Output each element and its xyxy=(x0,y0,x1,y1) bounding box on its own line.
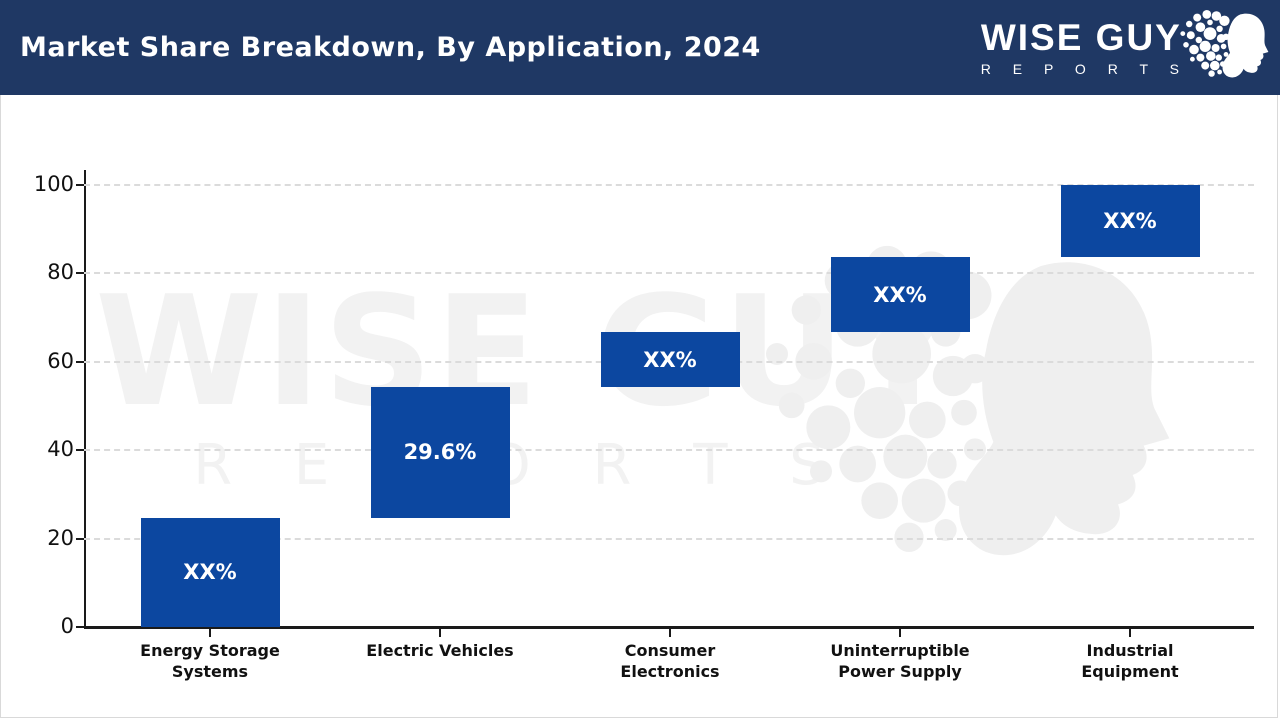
x-category-line: Electric Vehicles xyxy=(366,641,514,660)
gridline-80 xyxy=(84,272,1254,275)
bar-value-label: XX% xyxy=(873,282,927,307)
x-category-line: Consumer xyxy=(624,641,716,660)
x-category-line: Power Supply xyxy=(838,662,962,681)
x-tick-3 xyxy=(669,629,671,637)
x-category-line: Electronics xyxy=(620,662,720,681)
x-tick-2 xyxy=(439,629,441,637)
y-tick-label-0: 0 xyxy=(60,614,74,638)
x-category-label: Industrial Equipment xyxy=(1015,640,1245,682)
x-category-line: Equipment xyxy=(1081,662,1179,681)
y-tick-label-40: 40 xyxy=(47,437,74,462)
bar-3: XX% xyxy=(600,332,740,387)
y-tick-label-100: 100 xyxy=(33,172,74,196)
bar-value-label: 29.6% xyxy=(403,440,477,465)
y-tick-100 xyxy=(76,184,84,186)
bar-value-label: XX% xyxy=(183,560,237,585)
gridline-40 xyxy=(84,449,1254,452)
y-tick-60 xyxy=(76,360,84,363)
logo-subtitle: R E P O R T S xyxy=(980,61,1188,77)
y-axis-line xyxy=(84,170,86,629)
x-category-line: Energy Storage xyxy=(140,641,280,660)
bar-value-label: XX% xyxy=(1103,209,1157,234)
wiseguy-face-icon xyxy=(1178,6,1274,90)
x-tick-4 xyxy=(899,629,901,637)
x-category-label: Uninterruptible Power Supply xyxy=(785,640,1015,682)
x-category-line: Uninterruptible xyxy=(830,641,970,660)
x-tick-1 xyxy=(209,629,211,637)
x-category-label: Energy Storage Systems xyxy=(95,640,325,682)
y-tick-label-80: 80 xyxy=(47,260,74,285)
x-category-line: Systems xyxy=(171,662,249,681)
bar-1: XX% xyxy=(140,517,280,627)
gridline-20 xyxy=(84,537,1254,540)
bar-5: XX% xyxy=(1060,185,1200,258)
x-category-label: Electric Vehicles xyxy=(325,640,555,661)
x-category-label: Consumer Electronics xyxy=(555,640,785,682)
header-banner: Market Share Breakdown, By Application, … xyxy=(0,0,1280,95)
y-tick-0 xyxy=(76,626,84,628)
bar-4: XX% xyxy=(830,257,970,333)
y-tick-80 xyxy=(76,272,84,275)
page-title: Market Share Breakdown, By Application, … xyxy=(20,32,761,63)
wiseguy-logo: WISE GUY R E P O R T S xyxy=(975,6,1274,90)
wiseguy-logo-text: WISE GUY R E P O R T S xyxy=(975,19,1188,76)
y-tick-20 xyxy=(76,537,84,540)
bar-2: 29.6% xyxy=(370,386,510,518)
bar-value-label: XX% xyxy=(643,347,697,372)
x-category-line: Industrial xyxy=(1086,641,1174,660)
y-tick-label-60: 60 xyxy=(47,348,74,373)
y-tick-label-20: 20 xyxy=(47,525,74,550)
y-tick-40 xyxy=(76,449,84,452)
x-tick-5 xyxy=(1129,629,1131,637)
gridline-100 xyxy=(84,184,1254,186)
x-axis-line xyxy=(84,626,1254,629)
logo-wordmark: WISE GUY xyxy=(980,17,1182,58)
